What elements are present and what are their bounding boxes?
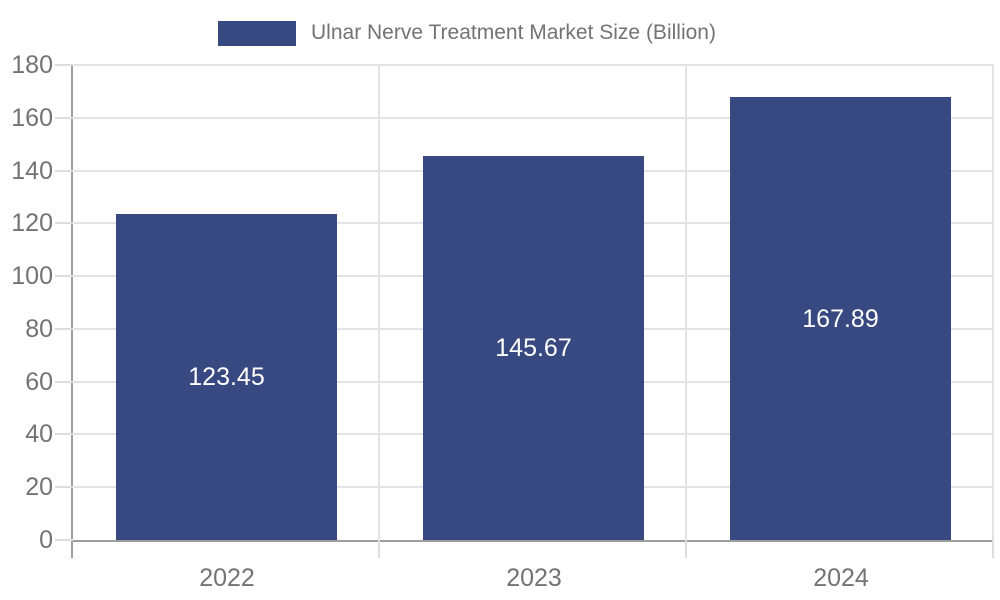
y-axis-tick-label: 80 [25,314,53,343]
legend[interactable]: Ulnar Nerve Treatment Market Size (Billi… [218,20,716,46]
y-axis-tick [55,539,73,541]
y-axis-tick-label: 0 [39,526,53,554]
y-axis-tick-label: 160 [11,103,53,132]
x-axis-tick-label: 2022 [199,564,255,592]
x-axis-tick-label: 2024 [813,564,869,592]
y-axis-tick-label: 120 [11,209,53,238]
y-axis-tick [55,380,73,383]
y-axis-line [71,65,73,558]
gridline-horizontal [73,116,994,119]
bar-2022[interactable]: 123.45 [116,214,337,540]
x-axis-tick-label: 2023 [506,564,562,592]
y-axis-tick [55,433,73,436]
bar-value-label: 145.67 [495,334,572,362]
y-axis-tick-label: 20 [25,473,53,502]
bar-value-label: 167.89 [802,305,879,333]
y-axis-tick [55,222,73,225]
y-axis-tick [55,169,73,172]
legend-swatch [218,20,296,46]
legend-label: Ulnar Nerve Treatment Market Size (Billi… [311,21,716,44]
y-axis-tick [55,64,73,66]
x-axis-tick [685,540,687,558]
gridline-horizontal [73,64,994,66]
y-axis-tick-label: 100 [11,262,53,291]
bar-2024[interactable]: 167.89 [730,97,951,540]
y-axis-tick-label: 60 [25,367,53,396]
y-axis-tick [55,116,73,119]
x-axis-tick [992,540,994,558]
y-axis-tick [55,275,73,278]
plot-area: 0 20 40 60 80 100 120 140 160 180 123.45 2022 145.67… [11,51,994,592]
y-axis-tick-label: 180 [11,51,53,79]
y-axis-tick-label: 40 [25,420,53,449]
x-axis-line [71,540,994,542]
x-axis-tick [378,540,380,558]
bar-2023[interactable]: 145.67 [423,156,644,540]
y-axis-tick [55,327,73,330]
y-axis-tick-label: 140 [11,156,53,185]
bar-value-label: 123.45 [188,363,265,391]
gridline-vertical [378,65,380,540]
y-axis-tick [55,486,73,489]
gridline-vertical [685,65,687,540]
gridline-vertical [992,65,994,540]
